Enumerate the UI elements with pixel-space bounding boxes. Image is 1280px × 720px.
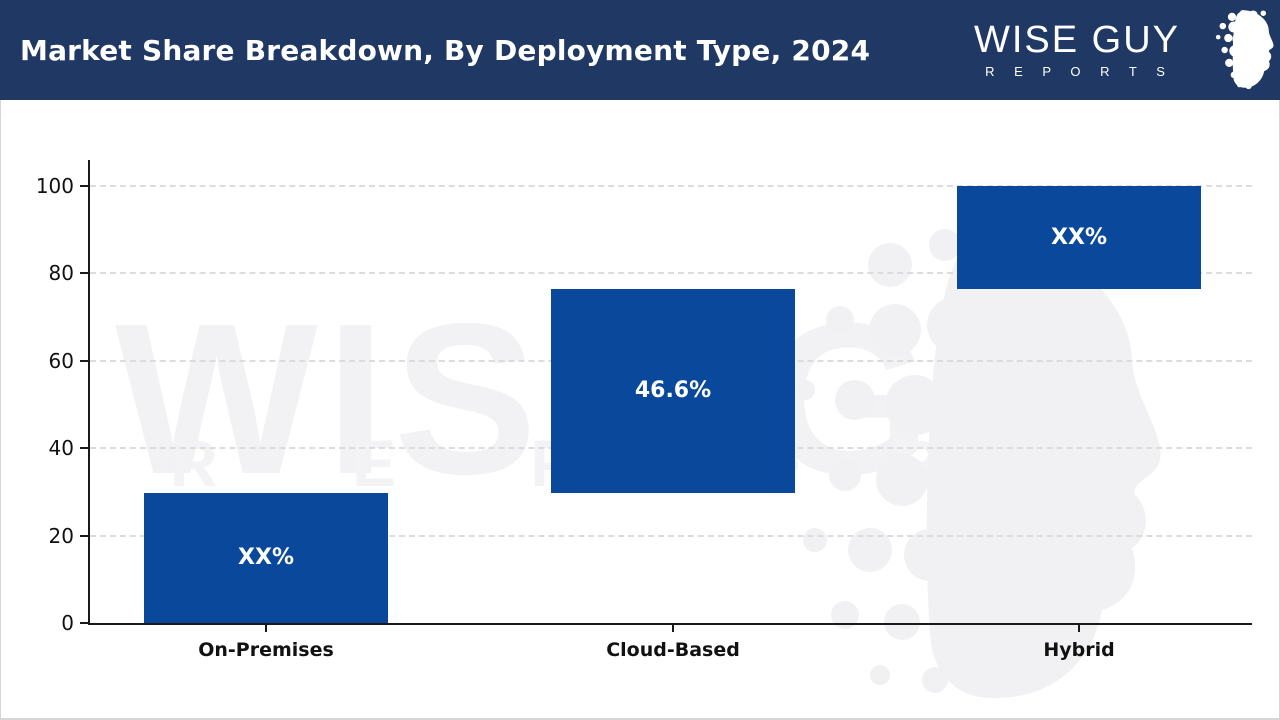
y-tick-mark-60	[80, 359, 90, 362]
chart-plot-area: 0 20 40 60 80 100 XX% On-Premises 46.6% Cloud-Bas…	[36, 160, 1252, 661]
y-tick-mark-80	[80, 272, 90, 274]
watermark-dotted-head	[782, 229, 1161, 699]
y-tick-label-20: 20	[48, 523, 74, 548]
bar-cloud-based: 46.6%	[551, 288, 795, 493]
y-gridline-100	[90, 184, 1252, 187]
category-label-on-premises: On-Premises	[198, 639, 334, 661]
brand-subtitle: R E P O R T S	[985, 64, 1173, 79]
category-label-cloud-based: Cloud-Based	[606, 639, 740, 661]
y-tick-label-60: 60	[48, 348, 74, 373]
x-tick-mark-0	[265, 623, 267, 632]
y-tick-mark-100	[80, 184, 90, 187]
y-gridline-20	[90, 534, 1252, 537]
y-gridline-80	[90, 272, 1252, 274]
bar-value-label: 46.6%	[634, 378, 712, 404]
bar-on-premises: XX%	[144, 492, 388, 623]
y-tick-mark-40	[80, 447, 90, 449]
y-tick-label-100: 100	[35, 173, 74, 198]
bar-hybrid: XX%	[957, 185, 1201, 289]
header: Market Share Breakdown, By Deployment Ty…	[0, 0, 1280, 100]
brand-name: WISE GUY	[973, 19, 1180, 61]
brand-logo: WISE GUY R E P O R T S	[974, 0, 1278, 100]
dotted-head-profile-icon	[1215, 9, 1274, 90]
page-title: Market Share Breakdown, By Deployment Ty…	[20, 33, 871, 67]
x-tick-mark-1	[672, 623, 674, 632]
x-tick-mark-2	[1078, 623, 1080, 632]
y-tick-mark-0	[80, 622, 90, 624]
y-tick-mark-20	[80, 534, 90, 537]
y-tick-label-40: 40	[48, 436, 74, 460]
brand-logo-text: WISE GUY R E P O R T S	[974, 21, 1180, 79]
watermark-brand-text: WISE G	[115, 278, 940, 519]
y-tick-label-80: 80	[48, 261, 74, 285]
y-tick-label-0: 0	[61, 611, 74, 635]
bar-value-label: XX%	[1051, 224, 1107, 250]
bar-value-label: XX%	[238, 545, 294, 571]
category-label-hybrid: Hybrid	[1043, 639, 1115, 661]
